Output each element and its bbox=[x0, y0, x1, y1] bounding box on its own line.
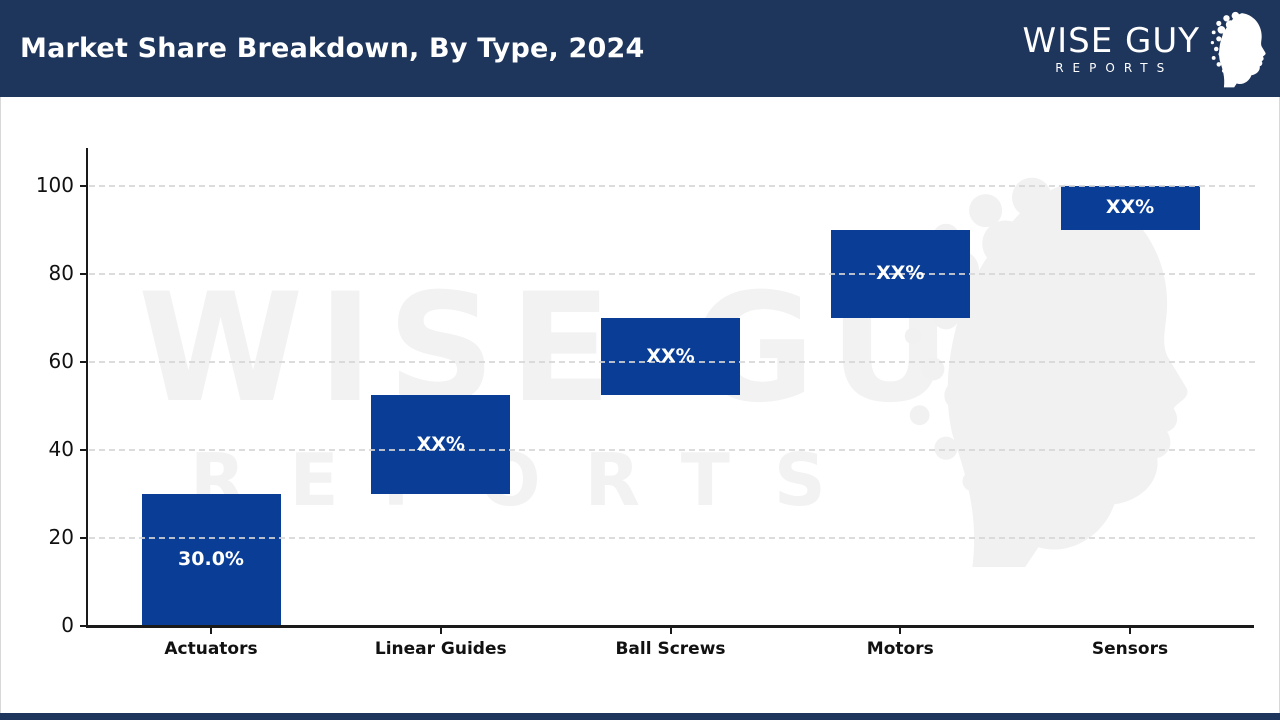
x-tick-mark bbox=[439, 627, 442, 634]
x-tick-mark bbox=[210, 627, 212, 634]
y-tick-label: 40 bbox=[48, 437, 74, 461]
bar-sensors bbox=[1060, 186, 1200, 230]
gridline-y-40 bbox=[89, 449, 1255, 451]
header-bar: Market Share Breakdown, By Type, 2024 WI… bbox=[0, 0, 1280, 97]
y-axis-line bbox=[86, 148, 88, 628]
x-tick-label-ball-screws: Ball Screws bbox=[615, 639, 726, 659]
y-tick-mark bbox=[80, 625, 87, 627]
bar-linear-guides bbox=[371, 395, 511, 494]
gridline-y-80 bbox=[89, 273, 1255, 275]
bar-value-label: XX% bbox=[1105, 196, 1155, 218]
gridline-y-20 bbox=[89, 537, 1255, 539]
bar-value-label: XX% bbox=[646, 344, 695, 367]
logo-wordmark: WISE GUY REPORTS bbox=[1022, 24, 1200, 74]
gridline-y-60 bbox=[89, 361, 1255, 363]
gridline-y-100 bbox=[89, 185, 1255, 187]
y-tick-label: 80 bbox=[48, 261, 74, 285]
y-tick-label: 20 bbox=[48, 525, 74, 549]
wise-guy-logo: WISE GUY REPORTS bbox=[1022, 0, 1270, 97]
bar-value-label: XX% bbox=[416, 432, 465, 455]
bar-value-label: 30.0% bbox=[178, 548, 244, 570]
logo-head-icon bbox=[1206, 9, 1270, 89]
y-tick-label: 100 bbox=[35, 173, 74, 197]
y-tick-mark bbox=[80, 449, 87, 451]
bar-value-label: XX% bbox=[876, 262, 925, 284]
x-tick-label-motors: Motors bbox=[866, 639, 934, 659]
y-tick-mark bbox=[80, 361, 87, 363]
x-tick-mark bbox=[899, 627, 902, 634]
x-axis-line bbox=[86, 625, 1254, 628]
x-tick-mark bbox=[1129, 627, 1131, 634]
y-tick-mark bbox=[80, 185, 87, 187]
footer-bar bbox=[0, 713, 1280, 720]
chart-title: Market Share Breakdown, By Type, 2024 bbox=[20, 33, 645, 64]
bar-ball-screws bbox=[601, 318, 740, 395]
bar-actuators bbox=[141, 494, 281, 626]
x-tick-mark bbox=[669, 627, 672, 634]
logo-sub-text: REPORTS bbox=[1055, 60, 1174, 75]
y-tick-label: 0 bbox=[61, 613, 74, 637]
y-tick-mark bbox=[80, 537, 87, 539]
x-tick-label-actuators: Actuators bbox=[164, 639, 258, 659]
y-tick-mark bbox=[80, 273, 87, 275]
logo-main-text: WISE GUY bbox=[1022, 20, 1200, 61]
x-tick-label-sensors: Sensors bbox=[1091, 639, 1169, 659]
y-tick-label: 60 bbox=[48, 349, 74, 373]
x-tick-label-linear-guides: Linear Guides bbox=[374, 639, 507, 659]
